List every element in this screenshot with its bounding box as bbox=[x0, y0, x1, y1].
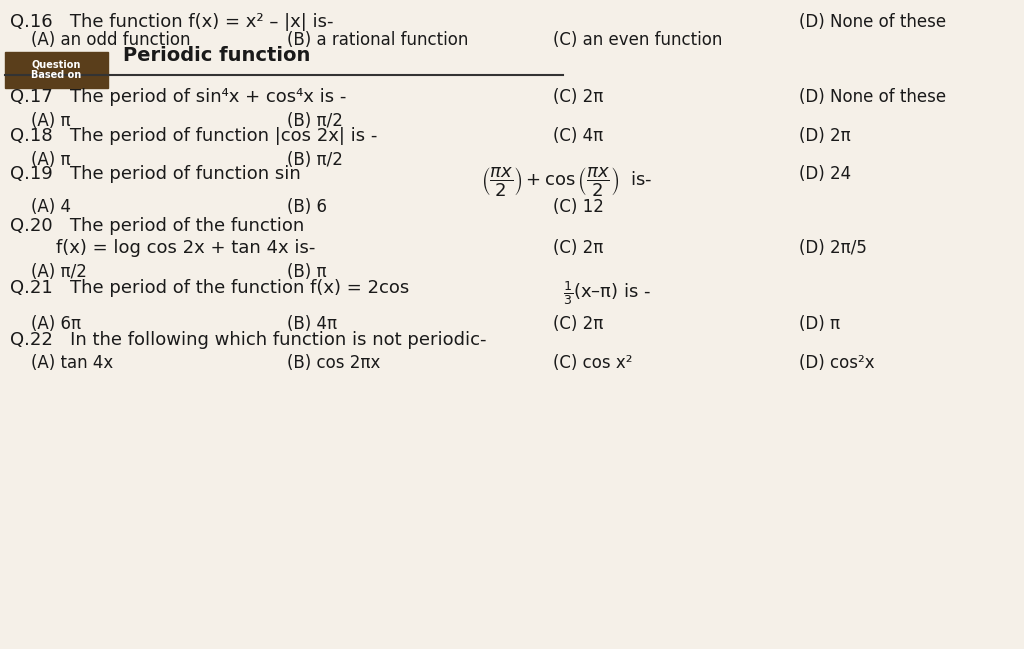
Text: (A) 6π: (A) 6π bbox=[31, 315, 81, 333]
Text: (B) cos 2πx: (B) cos 2πx bbox=[287, 354, 380, 372]
Text: (B) π: (B) π bbox=[287, 263, 327, 281]
Text: Periodic function: Periodic function bbox=[123, 45, 310, 65]
Text: (A) π: (A) π bbox=[31, 151, 71, 169]
Text: (C) an even function: (C) an even function bbox=[553, 31, 722, 49]
Text: Q.21   The period of the function f(x) = 2cos: Q.21 The period of the function f(x) = 2… bbox=[10, 279, 410, 297]
Text: (D) None of these: (D) None of these bbox=[799, 13, 946, 31]
Text: Q.17   The period of sin⁴x + cos⁴x is -: Q.17 The period of sin⁴x + cos⁴x is - bbox=[10, 88, 346, 106]
Text: (C) 2π: (C) 2π bbox=[553, 315, 603, 333]
Text: (B) 4π: (B) 4π bbox=[287, 315, 337, 333]
Text: Q.18   The period of function |cos 2x| is -: Q.18 The period of function |cos 2x| is … bbox=[10, 127, 378, 145]
Text: f(x) = log cos 2x + tan 4x is-: f(x) = log cos 2x + tan 4x is- bbox=[10, 239, 315, 257]
Text: (C) 12: (C) 12 bbox=[553, 198, 604, 216]
Text: (C) cos x²: (C) cos x² bbox=[553, 354, 633, 372]
Text: $\frac{1}{3}$(x–π) is -: $\frac{1}{3}$(x–π) is - bbox=[563, 279, 651, 307]
Text: (B) 6: (B) 6 bbox=[287, 198, 327, 216]
FancyBboxPatch shape bbox=[5, 52, 108, 88]
Text: (A) tan 4x: (A) tan 4x bbox=[31, 354, 113, 372]
Text: (B) π/2: (B) π/2 bbox=[287, 151, 343, 169]
Text: Q.22   In the following which function is not periodic-: Q.22 In the following which function is … bbox=[10, 331, 486, 349]
Text: Q.20   The period of the function: Q.20 The period of the function bbox=[10, 217, 304, 236]
Text: (A) π: (A) π bbox=[31, 112, 71, 130]
Text: Based on: Based on bbox=[31, 70, 82, 80]
Text: (B) a rational function: (B) a rational function bbox=[287, 31, 468, 49]
Text: (C) 4π: (C) 4π bbox=[553, 127, 603, 145]
Text: (A) π/2: (A) π/2 bbox=[31, 263, 87, 281]
Text: Q.16   The function f(x) = x² – |x| is-: Q.16 The function f(x) = x² – |x| is- bbox=[10, 13, 334, 31]
Text: (C) 2π: (C) 2π bbox=[553, 239, 603, 257]
Text: (D) 24: (D) 24 bbox=[799, 165, 851, 184]
Text: (D) π: (D) π bbox=[799, 315, 840, 333]
Text: (D) cos²x: (D) cos²x bbox=[799, 354, 874, 372]
Text: (D) 2π/5: (D) 2π/5 bbox=[799, 239, 866, 257]
Text: (B) π/2: (B) π/2 bbox=[287, 112, 343, 130]
Text: (D) None of these: (D) None of these bbox=[799, 88, 946, 106]
Text: (C) 2π: (C) 2π bbox=[553, 88, 603, 106]
Text: (D) 2π: (D) 2π bbox=[799, 127, 851, 145]
Text: $\left(\dfrac{\pi x}{2}\right) + \cos\left(\dfrac{\pi x}{2}\right)$  is-: $\left(\dfrac{\pi x}{2}\right) + \cos\le… bbox=[481, 165, 653, 199]
Text: (A) an odd function: (A) an odd function bbox=[31, 31, 190, 49]
Text: Question: Question bbox=[32, 60, 81, 69]
Text: (A) 4: (A) 4 bbox=[31, 198, 71, 216]
Text: Q.19   The period of function sin: Q.19 The period of function sin bbox=[10, 165, 301, 184]
